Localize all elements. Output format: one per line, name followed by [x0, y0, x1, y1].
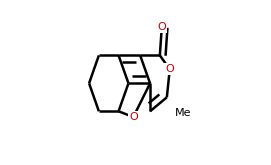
- Text: O: O: [165, 64, 174, 74]
- Text: O: O: [157, 22, 166, 33]
- Text: O: O: [129, 112, 138, 122]
- Text: Me: Me: [175, 108, 191, 117]
